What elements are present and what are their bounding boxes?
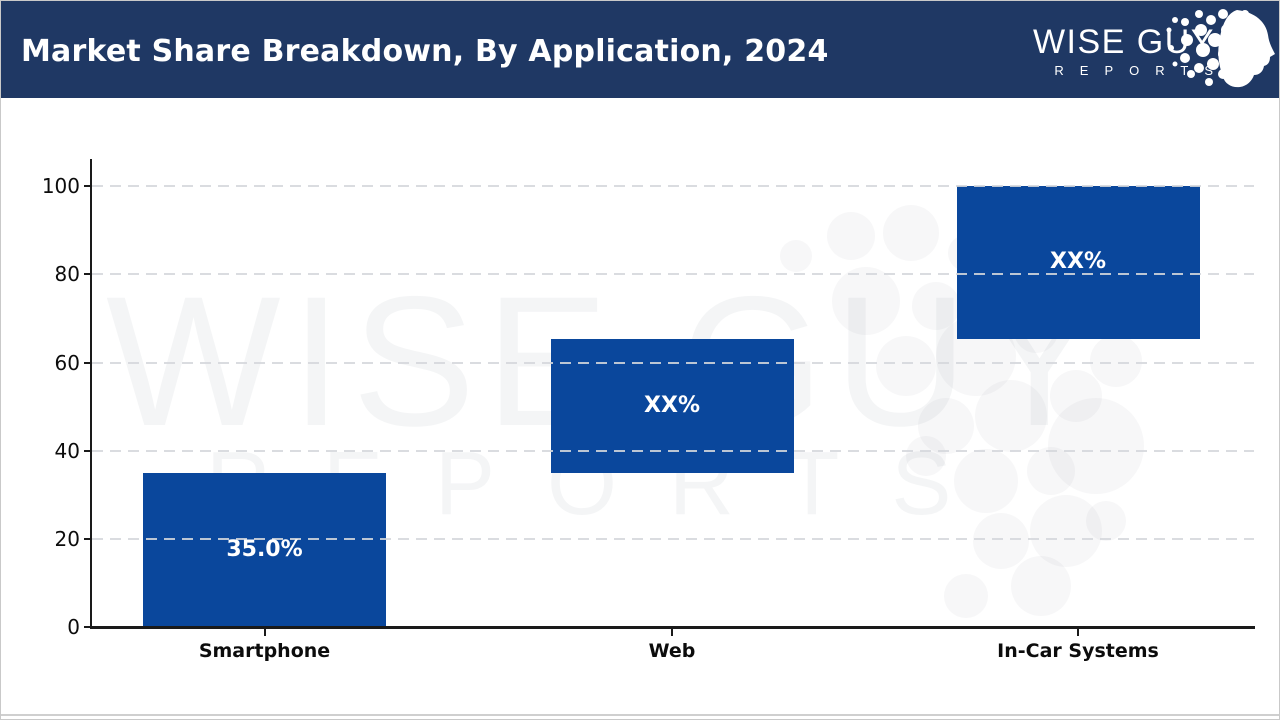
y-tick-label: 20 — [54, 526, 80, 551]
y-tick-mark — [84, 537, 91, 540]
x-axis-line — [90, 626, 1255, 629]
footer-divider — [1, 714, 1279, 716]
gridline-60 — [92, 361, 1254, 364]
x-category-label: In-Car Systems — [997, 640, 1159, 662]
y-tick-mark — [84, 449, 91, 452]
x-tick-mark — [671, 629, 673, 636]
gridline-40 — [92, 449, 1254, 452]
y-tick-mark — [84, 185, 91, 188]
x-category-label: Web — [648, 640, 696, 662]
y-tick-label: 80 — [54, 262, 80, 287]
x-tick-mark — [1077, 629, 1079, 636]
gridline-80 — [92, 273, 1254, 276]
y-tick-label: 60 — [54, 350, 80, 375]
bar-in-car-systems — [956, 186, 1200, 339]
header-banner: Market Share Breakdown, By Application, … — [1, 1, 1279, 98]
bar-value-label: XX% — [1050, 249, 1106, 275]
y-axis-line — [90, 159, 92, 629]
page-title: Market Share Breakdown, By Application, … — [21, 34, 829, 69]
x-tick-mark — [263, 629, 266, 636]
y-tick-label: 40 — [54, 438, 80, 463]
gridline-20 — [92, 537, 1254, 540]
bar-value-label: XX% — [644, 392, 700, 418]
wiseguy-logo: WISE GUY REPORTS — [961, 1, 1279, 98]
y-tick-label: 0 — [67, 615, 80, 639]
y-tick-mark — [84, 361, 91, 364]
logo-reports-text: REPORTS — [1054, 63, 1229, 78]
y-tick-label: 100 — [41, 174, 80, 199]
wiseguy-head-icon — [1166, 9, 1275, 88]
bar-value-label: 35.0% — [226, 536, 303, 562]
y-tick-mark — [84, 626, 91, 628]
x-category-label: Smartphone — [198, 640, 331, 662]
gridline-100 — [92, 185, 1254, 188]
y-tick-mark — [84, 273, 91, 276]
bar-smartphone — [143, 472, 386, 627]
